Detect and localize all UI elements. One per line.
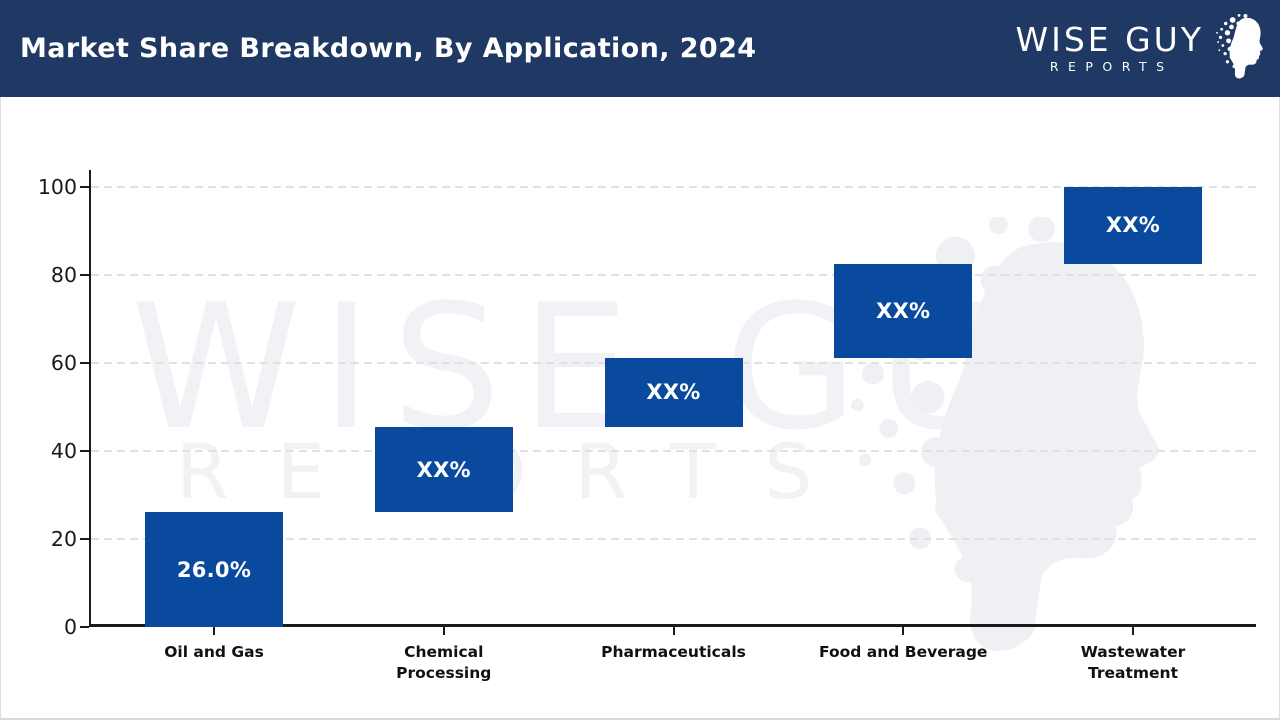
y-tick-label: 60 bbox=[50, 350, 77, 375]
bar: XX% bbox=[374, 426, 513, 513]
bar: 26.0% bbox=[145, 512, 283, 627]
logo-wordmark: WISE GUY bbox=[1015, 20, 1204, 59]
bar-value-label: XX% bbox=[416, 457, 471, 482]
bar: XX% bbox=[604, 358, 743, 427]
chart-area: WISE GUY REPORTS 0 20 40 60 80 100 26.0% Oil an… bbox=[0, 97, 1280, 720]
y-tick-mark bbox=[80, 273, 89, 276]
x-tick-mark bbox=[213, 627, 215, 635]
y-tick-label: 20 bbox=[50, 526, 77, 551]
gridline bbox=[91, 273, 1258, 276]
logo-subtitle: REPORTS bbox=[1049, 59, 1174, 74]
y-tick-mark bbox=[80, 537, 89, 540]
bar-value-label: 26.0% bbox=[176, 557, 252, 582]
bar-value-label: XX% bbox=[1105, 213, 1161, 238]
x-tick-label: Pharmaceuticals bbox=[601, 643, 746, 661]
x-tick-label: Food and Beverage bbox=[819, 643, 988, 661]
y-tick-label: 0 bbox=[63, 615, 77, 639]
x-tick-mark bbox=[902, 627, 905, 635]
y-tick-mark bbox=[80, 626, 89, 628]
y-tick-label: 40 bbox=[50, 438, 77, 463]
y-tick-mark bbox=[80, 361, 89, 364]
gridline bbox=[91, 537, 1258, 540]
bar-value-label: XX% bbox=[876, 298, 931, 323]
y-tick-mark bbox=[80, 449, 89, 452]
bar-value-label: XX% bbox=[646, 380, 701, 405]
plot-area: 0 20 40 60 80 100 26.0% Oil and Gas XX% Chemical … bbox=[38, 170, 1258, 682]
x-tick-mark bbox=[672, 627, 675, 635]
y-tick-mark bbox=[80, 185, 89, 188]
y-tick-label: 80 bbox=[50, 262, 77, 287]
gridline bbox=[91, 185, 1258, 188]
x-tick-mark bbox=[1132, 627, 1134, 635]
bar: XX% bbox=[1064, 186, 1202, 264]
y-tick-label: 100 bbox=[37, 174, 77, 199]
page-title: Market Share Breakdown, By Application, … bbox=[20, 33, 757, 64]
x-tick-label: Oil and Gas bbox=[164, 643, 264, 661]
header-bar: Market Share Breakdown, By Application, … bbox=[0, 0, 1280, 97]
logo-text: WISE GUY REPORTS bbox=[1015, 23, 1204, 74]
x-tick-label: Wastewater Treatment bbox=[1080, 643, 1186, 682]
x-tick-mark bbox=[442, 627, 445, 635]
wise-guy-reports-logo: WISE GUY REPORTS bbox=[1015, 0, 1264, 97]
bar: XX% bbox=[834, 263, 973, 359]
x-tick-label: Chemical Processing bbox=[396, 643, 492, 682]
dotted-head-icon bbox=[1216, 13, 1263, 78]
gridline bbox=[91, 449, 1258, 452]
